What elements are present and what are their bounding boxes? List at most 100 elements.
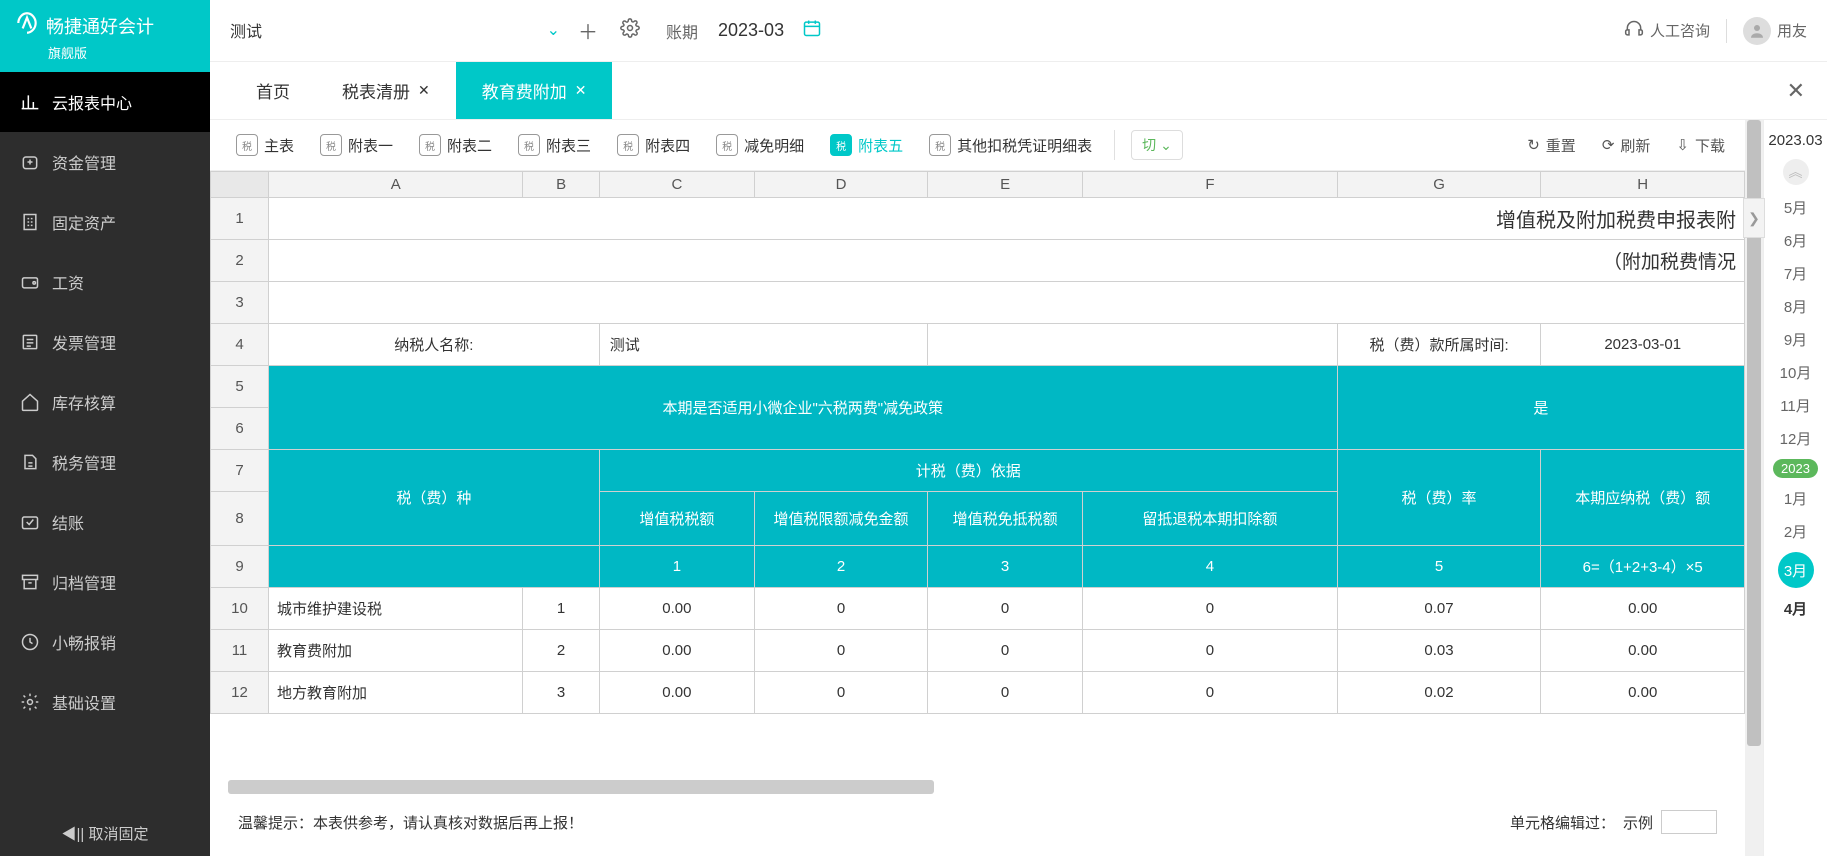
year-badge[interactable]: 2023 [1773,459,1818,478]
row-number[interactable]: 8 [211,492,269,546]
sidebar-item-settings[interactable]: 基础设置 [0,672,210,732]
period-value[interactable]: 2023-03 [718,20,784,41]
sidebar-item-chart[interactable]: 云报表中心 [0,72,210,132]
tab-2[interactable]: 教育费附加✕ [456,62,613,119]
download-button[interactable]: ⇩ 下载 [1676,135,1725,156]
close-tab-icon[interactable]: ✕ [575,82,587,99]
cell-c[interactable]: 0.00 [599,588,754,630]
tax-name[interactable]: 教育费附加 [269,630,523,672]
cell-e[interactable]: 0 [928,672,1083,714]
consult-button[interactable]: 人工咨询 [1624,19,1710,43]
row-number[interactable]: 10 [211,588,269,630]
subtab-7[interactable]: 税其他扣税凭证明细表 [923,130,1098,160]
sidebar-item-invoice[interactable]: 发票管理 [0,312,210,372]
month-item[interactable]: 1月 [1778,482,1814,515]
scroll-up-button[interactable]: ︽ [1783,159,1809,185]
cell-e[interactable]: 0 [928,630,1083,672]
cell-h[interactable]: 0.00 [1541,630,1745,672]
row-number[interactable]: 3 [211,282,269,324]
tax-name[interactable]: 地方教育附加 [269,672,523,714]
company-name: 测试 [230,18,262,42]
month-item[interactable]: 6月 [1780,224,1812,257]
subtab-6[interactable]: 税附表五 [824,130,909,160]
row-number[interactable]: 11 [211,630,269,672]
row-number[interactable]: 1 [211,198,269,240]
cell-g[interactable]: 0.02 [1337,672,1541,714]
sidebar-item-tax[interactable]: 税务管理 [0,432,210,492]
month-item[interactable]: 9月 [1780,323,1812,356]
cell-h[interactable]: 0.00 [1541,588,1745,630]
col-header-D[interactable]: D [754,172,927,198]
subtab-2[interactable]: 税附表二 [413,130,498,160]
month-item[interactable]: 10月 [1780,356,1812,389]
tab-0[interactable]: 首页 [230,62,316,119]
sidebar-item-reimburse[interactable]: 小畅报销 [0,612,210,672]
company-selector[interactable]: 测试 ⌄ [230,18,560,43]
month-item[interactable]: 11月 [1780,389,1812,422]
cell-idx[interactable]: 1 [523,588,599,630]
sidebar-item-checkout[interactable]: 结账 [0,492,210,552]
sidebar-item-wallet[interactable]: 工资 [0,252,210,312]
cell-idx[interactable]: 2 [523,630,599,672]
cell-f[interactable]: 0 [1083,672,1337,714]
expand-panel-handle[interactable]: ❯ [1743,198,1765,238]
col-header-G[interactable]: G [1337,172,1541,198]
calendar-icon[interactable] [798,14,826,48]
month-item[interactable]: 12月 [1780,422,1812,455]
cell-g[interactable]: 0.03 [1337,630,1541,672]
col-header-B[interactable]: B [523,172,599,198]
row-number[interactable]: 2 [211,240,269,282]
month-item[interactable]: 2月 [1778,515,1814,548]
cell-c[interactable]: 0.00 [599,630,754,672]
sidebar-item-home[interactable]: 库存核算 [0,372,210,432]
subtab-1[interactable]: 税附表一 [314,130,399,160]
month-item[interactable]: 3月 [1778,552,1814,588]
sidebar-item-money[interactable]: 资金管理 [0,132,210,192]
gear-icon[interactable] [616,14,644,48]
horizontal-scrollbar[interactable] [228,780,934,794]
cell-f[interactable]: 0 [1083,588,1337,630]
cell-d[interactable]: 0 [754,588,927,630]
cell-h[interactable]: 0.00 [1541,672,1745,714]
unpin-sidebar-button[interactable]: ◀|| 取消固定 [0,811,210,856]
month-item[interactable]: 7月 [1780,257,1812,290]
sidebar-item-building[interactable]: 固定资产 [0,192,210,252]
subtab-0[interactable]: 税主表 [230,130,300,160]
subtab-3[interactable]: 税附表三 [512,130,597,160]
col-header-A[interactable]: A [269,172,523,198]
month-item[interactable]: 8月 [1780,290,1812,323]
row-number[interactable]: 12 [211,672,269,714]
col-header-C[interactable]: C [599,172,754,198]
row-number[interactable]: 5 [211,366,269,408]
row-number[interactable]: 9 [211,546,269,588]
month-item[interactable]: 5月 [1780,191,1812,224]
cell-idx[interactable]: 3 [523,672,599,714]
cell-e[interactable]: 0 [928,588,1083,630]
refresh-button[interactable]: ⟳ 刷新 [1602,135,1651,156]
reset-button[interactable]: ↻ 重置 [1527,135,1576,156]
cell-d[interactable]: 0 [754,672,927,714]
col-header-E[interactable]: E [928,172,1083,198]
add-icon[interactable]: ＋ [574,12,602,49]
close-tab-icon[interactable]: ✕ [418,82,430,99]
cell-d[interactable]: 0 [754,630,927,672]
row-number[interactable]: 7 [211,450,269,492]
tab-1[interactable]: 税表清册✕ [316,62,456,119]
cell-c[interactable]: 0.00 [599,672,754,714]
spreadsheet-grid[interactable]: ABCDEFGH 1增值税及附加税费申报表附2（附加税费情况34 纳税人名称: … [210,171,1745,780]
sheet-icon: 税 [518,134,540,156]
subtab-4[interactable]: 税附表四 [611,130,696,160]
user-menu[interactable]: 用友 [1743,17,1807,45]
month-item[interactable]: 4月 [1778,592,1814,625]
col-header-H[interactable]: H [1541,172,1745,198]
close-all-tabs-button[interactable]: ✕ [1765,62,1827,119]
col-header-F[interactable]: F [1083,172,1337,198]
toggle-button[interactable]: 切 ⌄ [1131,130,1183,160]
subtab-5[interactable]: 税减免明细 [710,130,810,160]
tax-name[interactable]: 城市维护建设税 [269,588,523,630]
sidebar-item-archive[interactable]: 归档管理 [0,552,210,612]
row-number[interactable]: 6 [211,408,269,450]
row-number[interactable]: 4 [211,324,269,366]
cell-g[interactable]: 0.07 [1337,588,1541,630]
cell-f[interactable]: 0 [1083,630,1337,672]
